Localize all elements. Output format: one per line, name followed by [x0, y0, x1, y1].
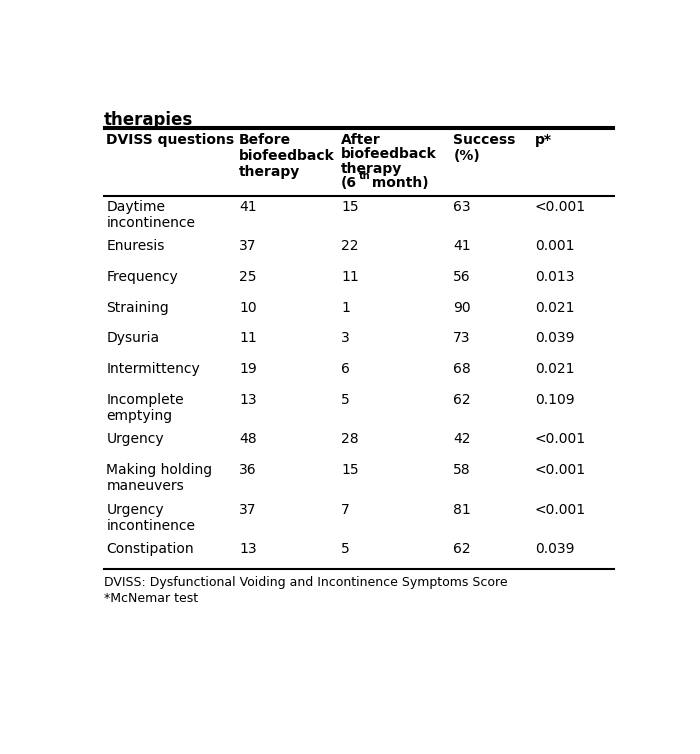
Text: 10: 10: [239, 301, 257, 314]
Text: 11: 11: [341, 270, 359, 284]
Text: 0.001: 0.001: [535, 239, 574, 253]
Text: 0.013: 0.013: [535, 270, 574, 284]
Text: 0.021: 0.021: [535, 362, 574, 376]
Text: <0.001: <0.001: [535, 433, 586, 446]
Text: Enuresis: Enuresis: [106, 239, 165, 253]
Text: 5: 5: [341, 542, 350, 556]
Text: Intermittency: Intermittency: [106, 362, 200, 376]
Text: After: After: [341, 133, 381, 147]
Text: 0.109: 0.109: [535, 393, 575, 407]
Text: 56: 56: [454, 270, 471, 284]
Text: 1: 1: [341, 301, 350, 314]
Text: 68: 68: [454, 362, 471, 376]
Text: 25: 25: [239, 270, 257, 284]
Text: 22: 22: [341, 239, 358, 253]
Text: therapies: therapies: [104, 111, 193, 129]
Text: biofeedback: biofeedback: [341, 147, 437, 161]
Text: 0.039: 0.039: [535, 542, 574, 556]
Text: 41: 41: [454, 239, 471, 253]
Text: 13: 13: [239, 542, 257, 556]
Text: 13: 13: [239, 393, 257, 407]
Text: 63: 63: [454, 200, 471, 213]
Text: 37: 37: [239, 239, 257, 253]
Text: 19: 19: [239, 362, 257, 376]
Text: Frequency: Frequency: [106, 270, 178, 284]
Text: 0.039: 0.039: [535, 332, 574, 345]
Text: 81: 81: [454, 503, 471, 516]
Text: 48: 48: [239, 433, 257, 446]
Text: 6: 6: [341, 362, 350, 376]
Text: 62: 62: [454, 542, 471, 556]
Text: Urgency: Urgency: [106, 433, 164, 446]
Text: 15: 15: [341, 200, 358, 213]
Text: p*: p*: [535, 133, 552, 147]
Text: Dysuria: Dysuria: [106, 332, 160, 345]
Text: therapy: therapy: [341, 162, 402, 176]
Text: DVISS questions: DVISS questions: [106, 133, 234, 147]
Text: 62: 62: [454, 393, 471, 407]
Text: 41: 41: [239, 200, 257, 213]
Text: 58: 58: [454, 463, 471, 477]
Text: <0.001: <0.001: [535, 200, 586, 213]
Text: 3: 3: [341, 332, 350, 345]
Text: <0.001: <0.001: [535, 463, 586, 477]
Text: Making holding
maneuvers: Making holding maneuvers: [106, 463, 213, 493]
Text: th: th: [359, 171, 370, 181]
Text: 5: 5: [341, 393, 350, 407]
Text: 11: 11: [239, 332, 257, 345]
Text: 7: 7: [341, 503, 350, 516]
Text: Incomplete
emptying: Incomplete emptying: [106, 393, 184, 423]
Text: Urgency
incontinence: Urgency incontinence: [106, 503, 195, 533]
Text: Success
(%): Success (%): [454, 133, 516, 163]
Text: month): month): [367, 176, 428, 191]
Text: Before
biofeedback
therapy: Before biofeedback therapy: [239, 133, 335, 179]
Text: 42: 42: [454, 433, 471, 446]
Text: Constipation: Constipation: [106, 542, 194, 556]
Text: *McNemar test: *McNemar test: [104, 592, 198, 605]
Text: 28: 28: [341, 433, 358, 446]
Text: 73: 73: [454, 332, 471, 345]
Text: (6: (6: [341, 176, 357, 191]
Text: 37: 37: [239, 503, 257, 516]
Text: Daytime
incontinence: Daytime incontinence: [106, 200, 195, 230]
Text: Straining: Straining: [106, 301, 169, 314]
Text: <0.001: <0.001: [535, 503, 586, 516]
Text: 90: 90: [454, 301, 471, 314]
Text: DVISS: Dysfunctional Voiding and Incontinence Symptoms Score: DVISS: Dysfunctional Voiding and Inconti…: [104, 576, 508, 589]
Text: 0.021: 0.021: [535, 301, 574, 314]
Text: 36: 36: [239, 463, 257, 477]
Text: 15: 15: [341, 463, 358, 477]
